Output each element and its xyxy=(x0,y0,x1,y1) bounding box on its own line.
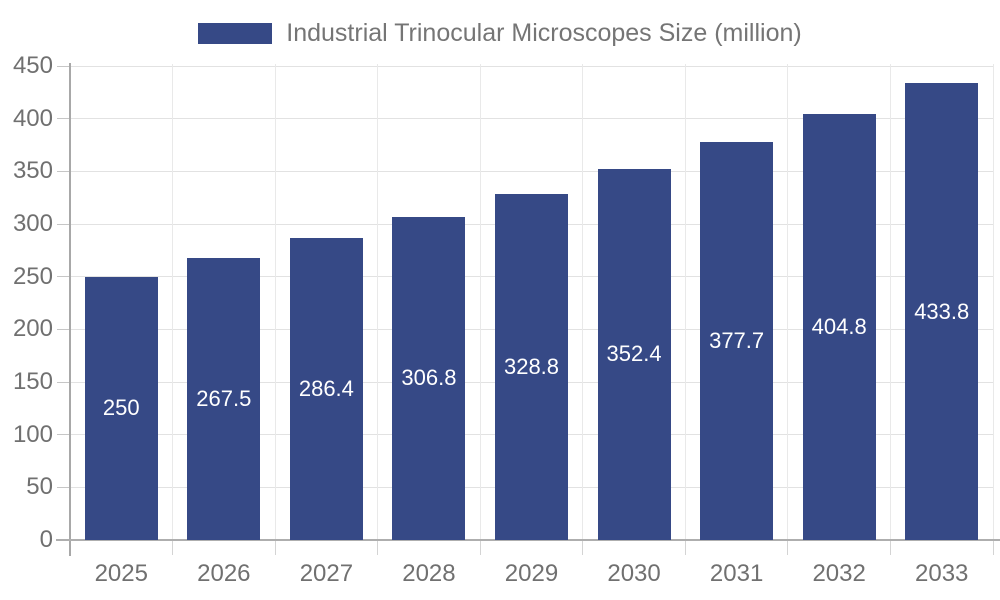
bar-value-label: 250 xyxy=(102,395,140,421)
bar-value-label: 267.5 xyxy=(196,386,252,412)
bar[interactable]: 404.8 xyxy=(802,113,876,540)
chart-legend[interactable]: Industrial Trinocular Microscopes Size (… xyxy=(0,16,1000,50)
y-axis-tick xyxy=(57,381,70,383)
bar-value-label: 306.8 xyxy=(401,365,457,391)
y-tick-label: 50 xyxy=(26,473,53,501)
h-gridline xyxy=(70,65,993,67)
bar[interactable]: 250 xyxy=(84,276,158,540)
bar-value-label: 286.4 xyxy=(298,376,354,402)
y-tick-label: 150 xyxy=(12,368,53,395)
x-axis-line xyxy=(56,539,1000,541)
y-axis-tick xyxy=(57,434,70,436)
x-tick-label: 2028 xyxy=(402,560,456,587)
bar[interactable]: 433.8 xyxy=(905,83,979,540)
v-gridline xyxy=(787,64,789,540)
v-gridline xyxy=(582,64,584,540)
y-tick-label: 450 xyxy=(12,52,53,79)
bar-value-label: 328.8 xyxy=(503,353,560,379)
x-tick-label: 2029 xyxy=(504,560,559,587)
x-tick-label: 2027 xyxy=(299,560,354,587)
v-gridline xyxy=(479,64,481,540)
x-axis-tick xyxy=(377,540,379,555)
x-axis-tick xyxy=(274,540,276,555)
bar[interactable]: 328.8 xyxy=(495,193,568,540)
bar[interactable]: 286.4 xyxy=(289,238,363,540)
bar-value-label: 404.8 xyxy=(811,313,867,339)
x-axis-tick xyxy=(889,540,891,555)
y-tick-label: 250 xyxy=(12,262,53,290)
v-gridline xyxy=(889,64,891,540)
x-tick-label: 2026 xyxy=(197,560,251,587)
v-gridline xyxy=(684,64,686,540)
x-axis-tick xyxy=(684,540,686,555)
v-gridline xyxy=(377,64,379,540)
x-axis-tick xyxy=(479,540,481,555)
bar-value-label: 352.4 xyxy=(606,341,662,367)
y-axis-line xyxy=(69,63,71,556)
x-axis-tick xyxy=(992,540,994,555)
bar[interactable]: 267.5 xyxy=(187,258,261,540)
y-axis-tick xyxy=(57,65,70,67)
y-tick-label: 300 xyxy=(12,210,53,237)
legend-label: Industrial Trinocular Microscopes Size (… xyxy=(286,18,802,47)
y-axis-tick xyxy=(57,328,70,330)
v-gridline xyxy=(172,64,174,540)
x-tick-label: 2031 xyxy=(709,560,764,587)
v-gridline xyxy=(274,64,276,540)
x-tick-label: 2033 xyxy=(915,560,969,587)
bar[interactable]: 306.8 xyxy=(392,216,466,540)
bar-value-label: 377.7 xyxy=(709,328,765,354)
x-tick-label: 2030 xyxy=(607,560,661,587)
y-tick-label: 100 xyxy=(12,420,53,448)
h-gridline xyxy=(70,170,993,172)
y-axis-tick xyxy=(57,486,70,488)
bar-value-label: 433.8 xyxy=(914,298,970,324)
y-axis-tick xyxy=(57,223,70,225)
x-axis-tick xyxy=(172,540,174,555)
y-tick-label: 0 xyxy=(39,526,53,553)
x-tick-label: 2025 xyxy=(94,560,148,587)
y-tick-label: 350 xyxy=(12,157,53,185)
v-gridline xyxy=(992,64,994,540)
x-axis-tick xyxy=(787,540,789,555)
legend-swatch xyxy=(198,22,273,44)
y-axis-tick xyxy=(57,276,70,278)
bar[interactable]: 377.7 xyxy=(700,142,774,540)
y-axis-tick xyxy=(57,170,70,172)
x-tick-label: 2032 xyxy=(812,560,866,587)
y-tick-label: 400 xyxy=(12,104,53,132)
y-axis-tick xyxy=(57,118,70,120)
h-gridline xyxy=(70,118,993,120)
x-axis-tick xyxy=(582,540,584,555)
bar[interactable]: 352.4 xyxy=(597,168,671,540)
y-tick-label: 200 xyxy=(12,315,53,343)
